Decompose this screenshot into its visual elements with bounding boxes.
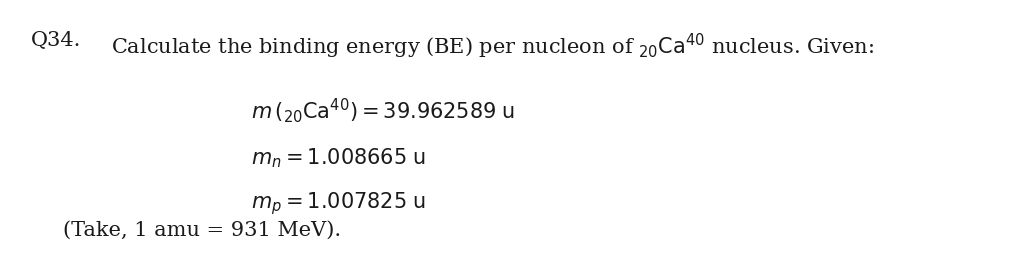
Text: $m\,(_{20}\mathrm{Ca}^{40}) = 39.962589\;\mathrm{u}$: $m\,(_{20}\mathrm{Ca}^{40}) = 39.962589\…	[251, 97, 514, 125]
Text: Calculate the binding energy (BE) per nucleon of $_{20}\mathrm{Ca}^{40}$ nucleus: Calculate the binding energy (BE) per nu…	[111, 31, 873, 61]
Text: (Take, 1 amu = 931 MeV).: (Take, 1 amu = 931 MeV).	[63, 221, 342, 240]
Text: Q34.: Q34.	[31, 31, 81, 50]
Text: $m_n = 1.008665\;\mathrm{u}$: $m_n = 1.008665\;\mathrm{u}$	[251, 146, 425, 170]
Text: $m_p = 1.007825\;\mathrm{u}$: $m_p = 1.007825\;\mathrm{u}$	[251, 191, 425, 217]
